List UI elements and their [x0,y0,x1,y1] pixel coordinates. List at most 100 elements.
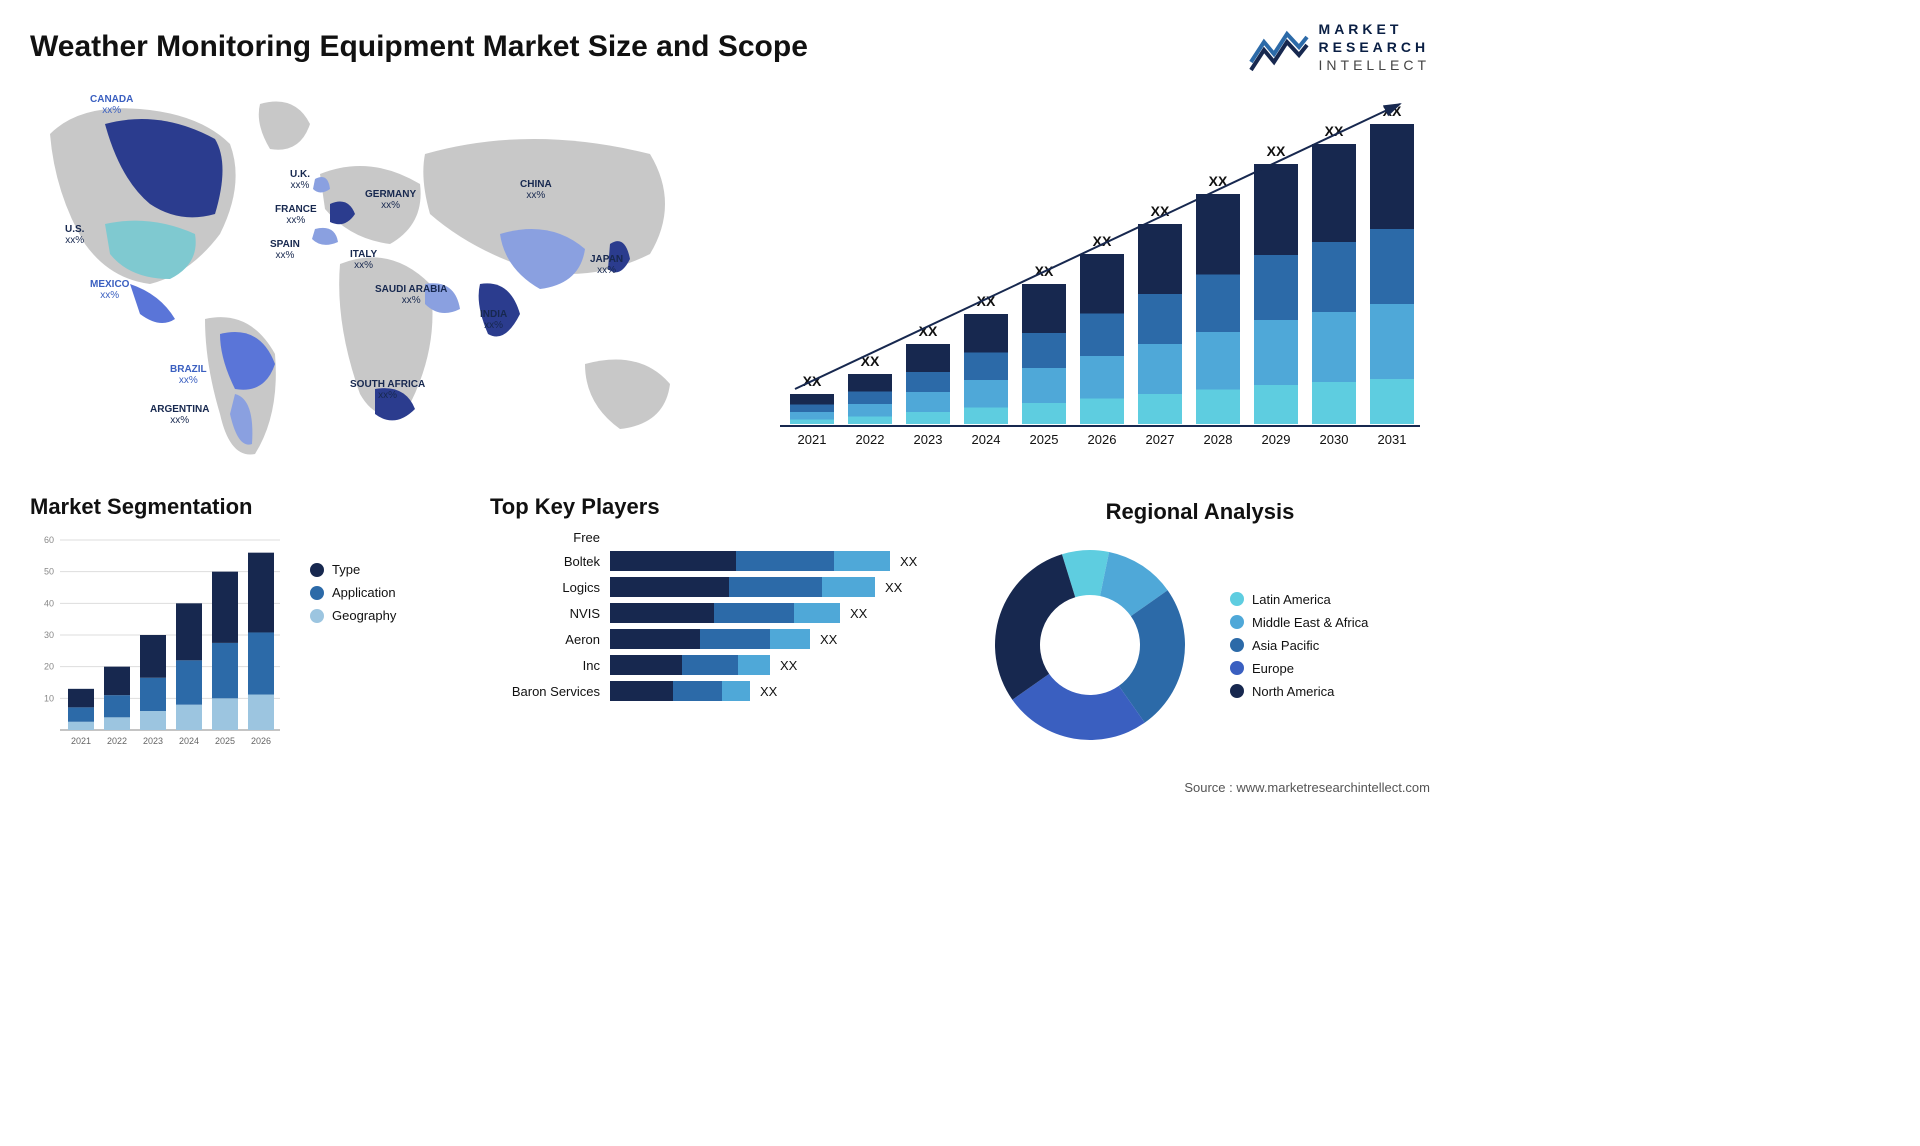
legend-item-application: Application [310,585,396,600]
player-row: Aeron XX [490,629,950,649]
segmentation-title: Market Segmentation [30,494,290,520]
regional-title: Regional Analysis [970,499,1430,525]
regional-panel: Regional Analysis Latin America Middle Ea… [970,494,1430,760]
player-bar [610,655,770,675]
map-label-italy: ITALYxx% [350,249,377,271]
region-legend-item: Latin America [1230,592,1368,607]
player-bar [610,629,810,649]
svg-text:40: 40 [44,598,54,608]
legend-swatch-icon [1230,592,1244,606]
player-bar [610,681,750,701]
svg-text:2029: 2029 [1262,432,1291,447]
player-name: Logics [490,580,600,595]
map-label-india: INDIAxx% [480,309,507,331]
brand-logo: MARKET RESEARCH INTELLECT [1249,20,1430,75]
logo-text: MARKET RESEARCH INTELLECT [1319,20,1430,75]
legend-label: Application [332,585,396,600]
footer-source: Source : www.marketresearchintellect.com [30,780,1430,795]
legend-swatch-icon [1230,615,1244,629]
map-label-japan: JAPANxx% [590,254,623,276]
svg-text:2022: 2022 [107,736,127,746]
players-panel: Top Key Players FreeBoltekXXLogicsXXNVIS… [490,494,950,760]
map-label-china: CHINAxx% [520,179,552,201]
main-bar-chart: XX2021XX2022XX2023XX2024XX2025XX2026XX20… [770,84,1430,464]
legend-swatch-icon [310,586,324,600]
player-value: XX [820,632,837,647]
segmentation-legend: Type Application Geography [310,554,396,760]
svg-text:2030: 2030 [1320,432,1349,447]
legend-swatch-icon [310,563,324,577]
svg-text:60: 60 [44,535,54,545]
svg-text:2021: 2021 [71,736,91,746]
regional-donut-chart [970,535,1210,755]
svg-text:2025: 2025 [215,736,235,746]
region-legend-item: Europe [1230,661,1368,676]
player-value: XX [900,554,917,569]
legend-swatch-icon [310,609,324,623]
player-bar [610,577,875,597]
legend-label: Type [332,562,360,577]
map-label-u.s.: U.S.xx% [65,224,84,246]
svg-text:2024: 2024 [972,432,1001,447]
map-label-spain: SPAINxx% [270,239,300,261]
player-row: Baron Services XX [490,681,950,701]
map-label-saudi-arabia: SAUDI ARABIAxx% [375,284,447,306]
svg-text:2031: 2031 [1378,432,1407,447]
player-name: NVIS [490,606,600,621]
player-row: NVIS XX [490,603,950,623]
region-legend-item: Middle East & Africa [1230,615,1368,630]
players-title: Top Key Players [490,494,950,520]
player-value: XX [760,684,777,699]
svg-text:2027: 2027 [1146,432,1175,447]
region-legend-label: Middle East & Africa [1252,615,1368,630]
player-value: XX [885,580,902,595]
svg-text:30: 30 [44,630,54,640]
legend-label: Geography [332,608,396,623]
player-bar [610,603,840,623]
svg-text:XX: XX [1267,143,1286,159]
region-legend-item: North America [1230,684,1368,699]
region-legend-label: Europe [1252,661,1294,676]
player-value: XX [780,658,797,673]
map-label-brazil: BRAZILxx% [170,364,207,386]
player-name: Aeron [490,632,600,647]
player-row: Inc XX [490,655,950,675]
svg-text:2024: 2024 [179,736,199,746]
region-legend-item: Asia Pacific [1230,638,1368,653]
map-label-u.k.: U.K.xx% [290,169,310,191]
svg-text:XX: XX [861,353,880,369]
player-row: Boltek XX [490,551,950,571]
logo-mark-icon [1249,22,1309,72]
svg-text:2022: 2022 [856,432,885,447]
legend-swatch-icon [1230,684,1244,698]
player-name: Boltek [490,554,600,569]
legend-swatch-icon [1230,638,1244,652]
map-label-argentina: ARGENTINAxx% [150,404,209,426]
svg-text:50: 50 [44,567,54,577]
map-label-france: FRANCExx% [275,204,317,226]
player-name: Inc [490,658,600,673]
svg-text:2028: 2028 [1204,432,1233,447]
map-label-south-africa: SOUTH AFRICAxx% [350,379,425,401]
svg-text:20: 20 [44,662,54,672]
svg-text:2023: 2023 [143,736,163,746]
player-name: Baron Services [490,684,600,699]
page-title: Weather Monitoring Equipment Market Size… [30,30,808,64]
world-map: CANADAxx%U.S.xx%MEXICOxx%BRAZILxx%ARGENT… [30,84,740,464]
region-legend-label: Latin America [1252,592,1331,607]
player-value: XX [850,606,867,621]
legend-item-type: Type [310,562,396,577]
region-legend-label: Asia Pacific [1252,638,1319,653]
player-row: Logics XX [490,577,950,597]
legend-item-geography: Geography [310,608,396,623]
region-legend-label: North America [1252,684,1334,699]
svg-text:2021: 2021 [798,432,827,447]
map-label-canada: CANADAxx% [90,94,133,116]
regional-legend: Latin America Middle East & Africa Asia Pa… [1230,584,1368,707]
svg-text:2025: 2025 [1030,432,1059,447]
svg-text:10: 10 [44,693,54,703]
legend-swatch-icon [1230,661,1244,675]
player-bar [610,551,890,571]
player-prefix: Free [490,530,600,545]
svg-text:2023: 2023 [914,432,943,447]
